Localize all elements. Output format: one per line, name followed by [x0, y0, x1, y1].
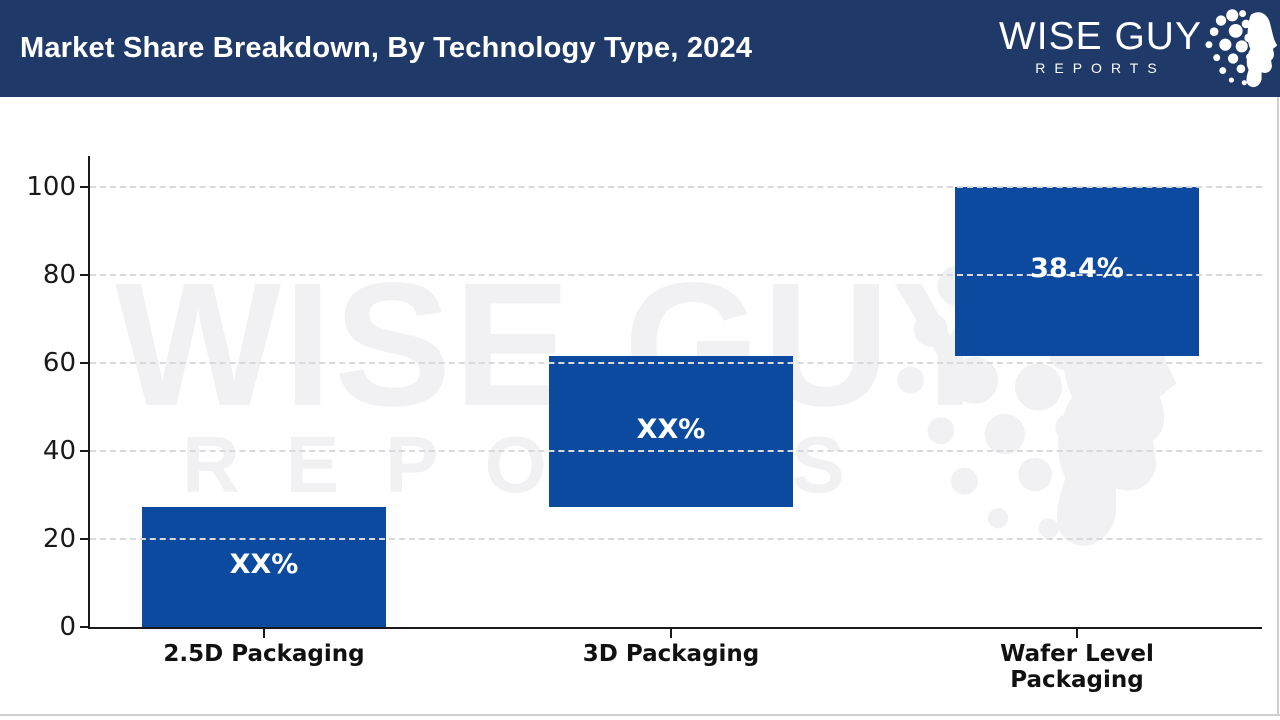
- y-tick-60: [80, 362, 88, 364]
- chart-title: Market Share Breakdown, By Technology Ty…: [20, 32, 753, 64]
- y-tick-label-0: 0: [59, 612, 76, 642]
- x-tick-1: [263, 629, 265, 638]
- gridline-y40: [90, 450, 1262, 452]
- gridline-y20: [90, 538, 1262, 540]
- y-tick-label-40: 40: [42, 436, 76, 466]
- logo-subtitle: REPORTS: [1035, 60, 1166, 76]
- y-tick-100: [80, 186, 88, 188]
- bar-value-label-1: XX%: [229, 549, 299, 581]
- y-tick-40: [80, 450, 88, 452]
- x-axis-line: [88, 627, 1262, 629]
- x-category-label-3: Wafer Level Packaging: [1000, 641, 1154, 693]
- page-right-border: [1277, 97, 1279, 716]
- bar-1: [142, 507, 386, 627]
- y-axis-line: [88, 156, 90, 629]
- gridline-y80: [90, 274, 1262, 276]
- header-band: Market Share Breakdown, By Technology Ty…: [0, 0, 1280, 97]
- gridline-y60: [90, 362, 1262, 364]
- y-tick-label-80: 80: [42, 260, 76, 290]
- bar-value-label-2: XX%: [636, 413, 706, 445]
- bar-2: [549, 355, 793, 508]
- x-tick-2: [670, 629, 672, 638]
- y-tick-label-100: 100: [26, 172, 76, 202]
- y-tick-0: [80, 626, 88, 628]
- wiseguy-head-icon: [1205, 9, 1278, 88]
- page-bottom-border: [0, 714, 1280, 716]
- wiseguy-logo: WISE GUY REPORTS: [999, 16, 1202, 77]
- x-category-label-2: 3D Packaging: [582, 641, 760, 667]
- y-tick-20: [80, 538, 88, 540]
- chart-area: WISE GUY REPORTS 0 20 40 60 80 100 XX% XX% 38.4%…: [0, 97, 1280, 720]
- y-tick-label-20: 20: [42, 524, 76, 554]
- y-tick-80: [80, 274, 88, 276]
- logo-wordmark: WISE GUY: [998, 15, 1202, 58]
- x-category-label-1: 2.5D Packaging: [163, 641, 365, 667]
- y-tick-label-60: 60: [42, 348, 76, 378]
- gridline-y100: [90, 186, 1262, 188]
- bar-value-label-3: 38.4%: [1030, 253, 1124, 285]
- x-tick-3: [1076, 629, 1078, 638]
